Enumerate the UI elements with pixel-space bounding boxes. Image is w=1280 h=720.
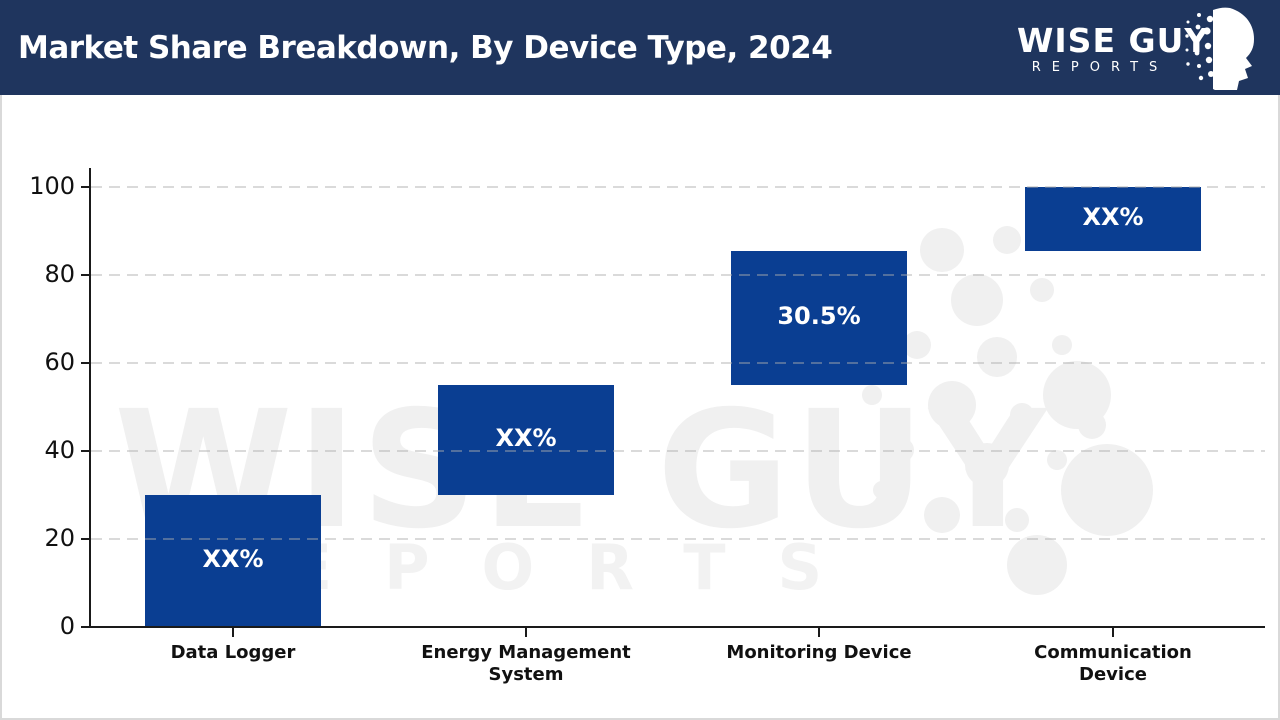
logo-brand-label: WISE GUY	[1017, 21, 1210, 60]
logo-face-icon	[1185, 7, 1254, 90]
wiseguy-logo: WISE GUY REPORTS	[1017, 6, 1262, 90]
watermark-dots-icon	[862, 226, 1153, 595]
logo-sub-label: REPORTS	[1031, 60, 1169, 75]
logo-text: WISE GUY REPORTS	[1017, 21, 1210, 76]
page-title: Market Share Breakdown, By Device Type, …	[18, 30, 833, 66]
header: Market Share Breakdown, By Device Type, …	[0, 0, 1280, 95]
chart-area: WISE GUY REPORTS XX% XX% 30.5% XX% 0 20 40 60 8…	[0, 95, 1280, 720]
